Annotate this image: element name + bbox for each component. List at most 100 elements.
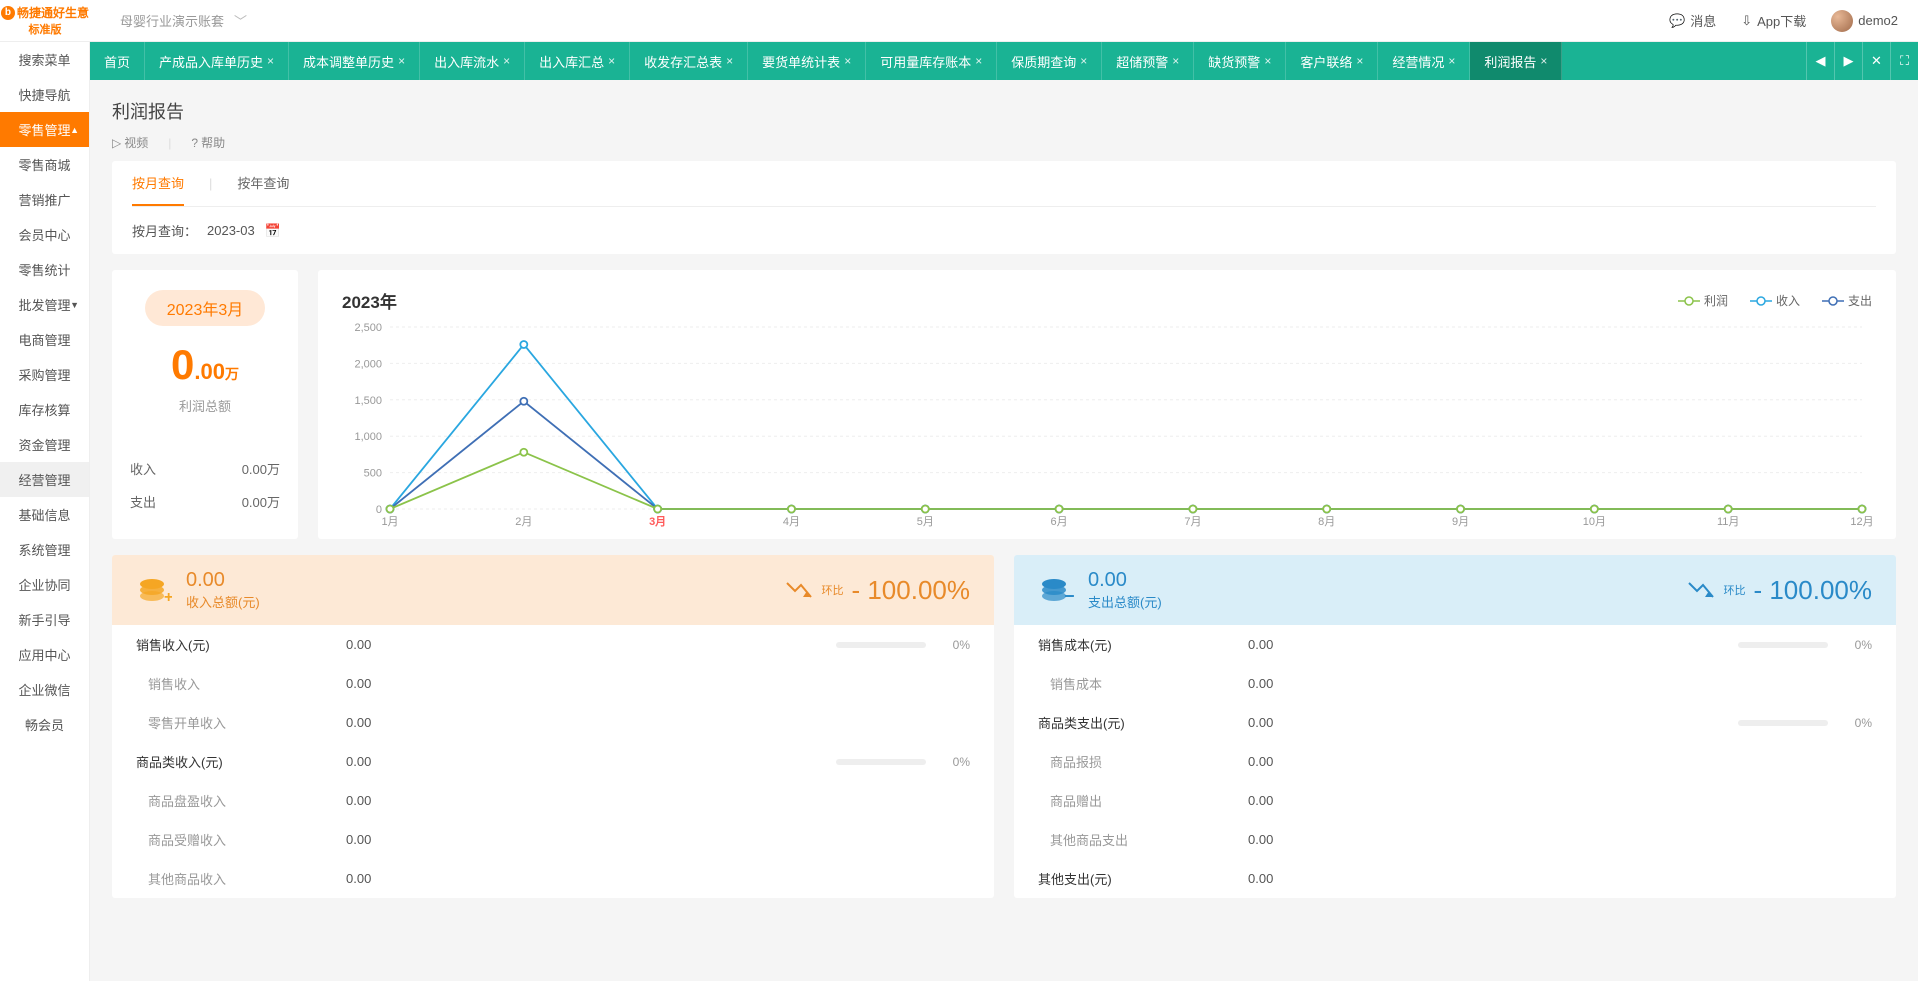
sidebar-item[interactable]: 应用中心	[0, 637, 89, 672]
tab[interactable]: 产成品入库单历史 ×	[145, 42, 289, 80]
tab[interactable]: 出入库汇总×	[525, 42, 630, 80]
svg-text:+: +	[164, 589, 172, 606]
query-value[interactable]: 2023-03	[207, 223, 255, 238]
close-icon[interactable]: ×	[1356, 54, 1363, 68]
svg-text:1,000: 1,000	[354, 431, 382, 443]
tab[interactable]: 经营情况×	[1378, 42, 1470, 80]
svg-text:1,500: 1,500	[354, 395, 382, 407]
sidebar-item[interactable]: 系统管理	[0, 532, 89, 567]
summary-label: 利润总额	[179, 396, 231, 415]
tab-label: 超储预警	[1116, 52, 1168, 71]
detail-row: 销售收入0.00	[112, 664, 994, 703]
detail-value: 0.00	[346, 754, 486, 769]
help-label: 帮助	[201, 134, 225, 151]
user-menu[interactable]: demo2	[1831, 10, 1898, 32]
sidebar-item[interactable]: 批发管理▼	[0, 287, 89, 322]
close-icon[interactable]: ×	[398, 54, 405, 68]
detail-label: 商品报损	[1038, 752, 1248, 771]
close-icon[interactable]: ×	[608, 54, 615, 68]
detail-label: 其他支出(元)	[1038, 869, 1248, 888]
close-icon[interactable]: ×	[1172, 54, 1179, 68]
sidebar-item[interactable]: 会员中心	[0, 217, 89, 252]
sidebar-item[interactable]: 企业微信	[0, 672, 89, 707]
video-link[interactable]: ▷ 视频	[112, 134, 148, 151]
close-icon[interactable]: ×	[503, 54, 510, 68]
close-icon[interactable]: ×	[726, 54, 733, 68]
sidebar-item[interactable]: 资金管理	[0, 427, 89, 462]
close-icon[interactable]: ×	[1264, 54, 1271, 68]
close-icon[interactable]: ×	[1080, 54, 1087, 68]
sidebar-item[interactable]: 畅会员	[0, 707, 89, 742]
summary-kv-0: 收入 0.00万	[130, 459, 280, 478]
legend-item[interactable]: 利润	[1678, 292, 1728, 309]
sidebar-item[interactable]: 零售管理▲	[0, 112, 89, 147]
tab-label: 要货单统计表	[762, 52, 840, 71]
chart-title: 2023年	[342, 288, 397, 313]
sidebar-item[interactable]: 采购管理	[0, 357, 89, 392]
chart-card: 2023年 利润收入支出 05001,0001,5002,0002,5001月2…	[318, 270, 1896, 539]
svg-text:3月: 3月	[649, 515, 666, 528]
tab-scroll-left[interactable]: ◀	[1806, 42, 1834, 80]
message-button[interactable]: 💬 消息	[1669, 11, 1716, 30]
detail-value: 0.00	[1248, 715, 1388, 730]
caret-icon: ▼	[70, 300, 79, 310]
detail-label: 销售成本	[1038, 674, 1248, 693]
calendar-icon[interactable]: 📅	[265, 223, 281, 239]
coins-minus-icon: −	[1038, 572, 1074, 608]
close-icon[interactable]: ×	[267, 54, 274, 68]
detail-row: 零售开单收入0.00	[112, 703, 994, 742]
sidebar-item[interactable]: 搜索菜单	[0, 42, 89, 77]
legend-marker	[1822, 296, 1844, 306]
tab-controls: ◀ ▶ ✕ ⛶	[1806, 42, 1918, 80]
sidebar-item[interactable]: 零售商城	[0, 147, 89, 182]
trend-down-icon	[1687, 579, 1715, 601]
tab-label: 成本调整单历史	[303, 52, 394, 71]
sidebar-item[interactable]: 快捷导航	[0, 77, 89, 112]
help-link[interactable]: ? 帮助	[191, 134, 225, 151]
top-header: b畅捷通好生意 标准版 母婴行业演示账套 ﹀ 💬 消息 ⇩ App下载 demo…	[0, 0, 1918, 42]
sidebar-item[interactable]: 电商管理	[0, 322, 89, 357]
svg-text:−: −	[1064, 586, 1074, 606]
tab[interactable]: 客户联络×	[1286, 42, 1378, 80]
sidebar-item[interactable]: 经营管理	[0, 462, 89, 497]
fullscreen-button[interactable]: ⛶	[1890, 42, 1918, 80]
tab[interactable]: 超储预警 ×	[1102, 42, 1194, 80]
tab[interactable]: 可用量库存账本×	[866, 42, 997, 80]
tab-scroll-right[interactable]: ▶	[1834, 42, 1862, 80]
query-card: 按月查询 | 按年查询 按月查询： 2023-03 📅	[112, 161, 1896, 254]
detail-bar: 0%	[486, 638, 970, 652]
svg-text:9月: 9月	[1452, 516, 1469, 528]
row-summary-chart: 2023年3月 0.00万 利润总额 收入 0.00万 支出 0.00万	[112, 270, 1896, 539]
legend-item[interactable]: 收入	[1750, 292, 1800, 309]
tab[interactable]: 保质期查询×	[997, 42, 1102, 80]
sidebar-item[interactable]: 营销推广	[0, 182, 89, 217]
close-icon[interactable]: ×	[1540, 54, 1547, 68]
tab[interactable]: 收发存汇总表×	[630, 42, 748, 80]
tab[interactable]: 出入库流水×	[420, 42, 525, 80]
tab[interactable]: 首页	[90, 42, 145, 80]
trend-down-icon	[785, 579, 813, 601]
sidebar-item[interactable]: 基础信息	[0, 497, 89, 532]
close-icon[interactable]: ×	[975, 54, 982, 68]
tab-label: 产成品入库单历史	[159, 52, 263, 71]
query-tab-year[interactable]: 按年查询	[237, 161, 289, 206]
tab[interactable]: 要货单统计表 ×	[748, 42, 866, 80]
logo-edition: 标准版	[29, 21, 62, 37]
app-download-button[interactable]: ⇩ App下载	[1741, 11, 1806, 30]
tab[interactable]: 缺货预警×	[1194, 42, 1286, 80]
coins-plus-icon: +	[136, 572, 172, 608]
sidebar-item[interactable]: 库存核算	[0, 392, 89, 427]
tab[interactable]: 成本调整单历史 ×	[289, 42, 420, 80]
account-selector[interactable]: 母婴行业演示账套 ﹀	[90, 11, 1669, 30]
detail-label: 商品受赠收入	[136, 830, 346, 849]
sidebar-item[interactable]: 零售统计	[0, 252, 89, 287]
query-tab-month[interactable]: 按月查询	[132, 161, 184, 206]
sidebar-item[interactable]: 企业协同	[0, 567, 89, 602]
close-icon[interactable]: ×	[844, 54, 851, 68]
close-icon[interactable]: ×	[1448, 54, 1455, 68]
tab-close-all[interactable]: ✕	[1862, 42, 1890, 80]
sidebar-item[interactable]: 新手引导	[0, 602, 89, 637]
kv-val: 0.00万	[242, 459, 280, 478]
legend-item[interactable]: 支出	[1822, 292, 1872, 309]
tab[interactable]: 利润报告×	[1470, 42, 1562, 80]
